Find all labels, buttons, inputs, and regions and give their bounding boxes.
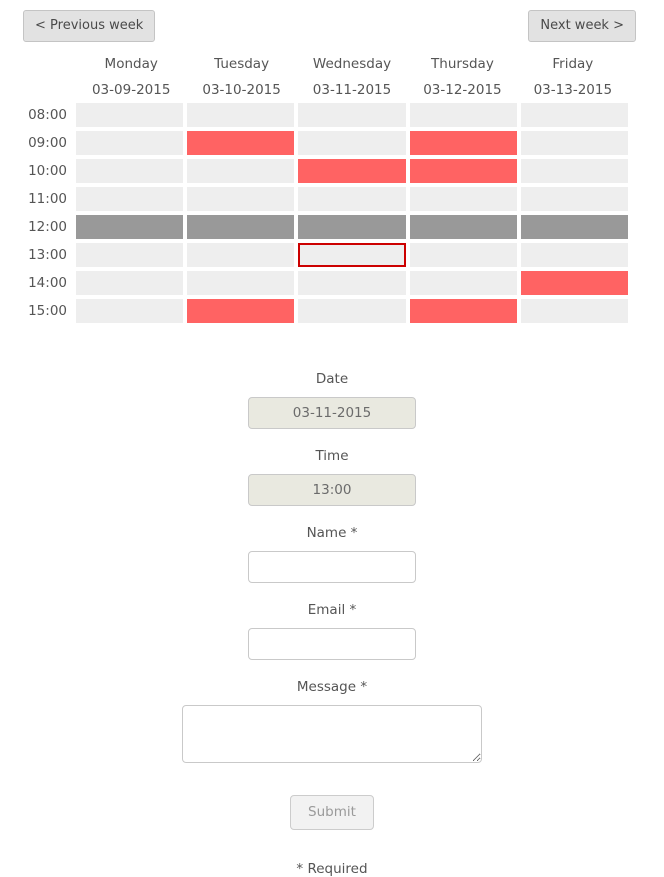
slot-tuesday-1300-free[interactable] xyxy=(186,243,294,267)
time-row-label: 14:00 xyxy=(28,275,67,291)
name-field-label: Name * xyxy=(306,525,358,541)
slot-tuesday-1100-free[interactable] xyxy=(187,187,295,211)
day-header-date: 03-13-2015 xyxy=(533,82,613,98)
time-row-label: 15:00 xyxy=(28,303,67,319)
slot-monday-1500-free[interactable] xyxy=(76,299,184,323)
day-header-date: 03-10-2015 xyxy=(202,82,281,98)
calendar-slot-grid: 08:00 09:00 10:00 11:00 12:00 13:00 14:00 15:00 xyxy=(0,103,664,323)
slot-monday-1200-blocked xyxy=(76,215,184,239)
day-header-date: 03-12-2015 xyxy=(423,82,502,98)
email-field-label: Email * xyxy=(307,602,357,618)
slot-friday-0800-free[interactable] xyxy=(520,103,629,127)
calendar-row: 14:00 xyxy=(0,271,664,295)
day-header-friday: Friday 03-13-2015 xyxy=(518,46,628,103)
message-field[interactable] xyxy=(182,705,482,763)
day-header-name: Wednesday xyxy=(312,56,392,72)
time-row-label: 13:00 xyxy=(28,247,67,263)
slot-thursday-1500-booked xyxy=(409,299,517,323)
slot-friday-1400-booked xyxy=(520,271,629,295)
slot-monday-1300-free[interactable] xyxy=(76,243,183,267)
time-row-label: 09:00 xyxy=(28,135,67,151)
slot-friday-1300-free[interactable] xyxy=(521,243,628,267)
day-header-monday: Monday 03-09-2015 xyxy=(76,46,186,103)
slot-tuesday-1500-booked xyxy=(187,299,295,323)
slot-wednesday-1400-free[interactable] xyxy=(298,271,406,295)
calendar-day-headers: Monday 03-09-2015 Tuesday 03-10-2015 Wednesd… xyxy=(0,46,664,103)
submit-row: Submit xyxy=(0,795,664,830)
day-header-name: Thursday xyxy=(431,56,494,72)
slot-wednesday-1200-blocked xyxy=(298,215,406,239)
slot-tuesday-1200-blocked xyxy=(187,215,295,239)
slot-friday-1500-free[interactable] xyxy=(520,299,629,323)
calendar-row: 12:00 xyxy=(0,215,664,239)
day-header-tuesday: Tuesday 03-10-2015 xyxy=(186,46,296,103)
slot-monday-1400-free[interactable] xyxy=(76,271,184,295)
slot-monday-0900-free[interactable] xyxy=(76,131,184,155)
day-header-name: Monday xyxy=(104,56,158,72)
date-field-label: Date xyxy=(315,371,349,387)
slot-wednesday-1000-booked xyxy=(298,159,406,183)
slot-wednesday-1300-selected[interactable] xyxy=(297,243,407,267)
slot-tuesday-0800-free[interactable] xyxy=(187,103,295,127)
week-navigation-bar: < Previous week Next week > xyxy=(0,0,664,46)
slot-monday-1000-free[interactable] xyxy=(76,159,184,183)
slot-thursday-0900-booked xyxy=(409,131,517,155)
slot-tuesday-1000-free[interactable] xyxy=(187,159,295,183)
time-row-label: 12:00 xyxy=(28,219,67,235)
slot-thursday-1200-blocked xyxy=(409,215,517,239)
calendar-row: 11:00 xyxy=(0,187,664,211)
name-field[interactable] xyxy=(248,551,416,583)
time-row-label: 10:00 xyxy=(28,163,67,179)
next-week-button[interactable]: Next week > xyxy=(528,10,636,42)
required-note: * Required xyxy=(296,861,368,877)
slot-friday-0900-free[interactable] xyxy=(520,131,629,155)
availability-calendar: Monday 03-09-2015 Tuesday 03-10-2015 Wednesd… xyxy=(0,46,664,323)
calendar-row: 13:00 xyxy=(0,243,664,267)
email-field[interactable] xyxy=(248,628,416,660)
slot-friday-1200-blocked xyxy=(520,215,629,239)
previous-week-button[interactable]: < Previous week xyxy=(23,10,156,42)
slot-friday-1000-free[interactable] xyxy=(520,159,629,183)
day-header-name: Tuesday xyxy=(214,56,270,72)
day-header-date: 03-11-2015 xyxy=(312,82,392,98)
slot-wednesday-1500-free[interactable] xyxy=(298,299,406,323)
submit-button[interactable]: Submit xyxy=(290,795,374,830)
calendar-row: 15:00 xyxy=(0,299,664,323)
message-field-label: Message * xyxy=(296,679,368,695)
slot-monday-1100-free[interactable] xyxy=(76,187,184,211)
time-row-label: 08:00 xyxy=(28,107,67,123)
slot-wednesday-0900-free[interactable] xyxy=(298,131,406,155)
slot-tuesday-1400-free[interactable] xyxy=(187,271,295,295)
slot-thursday-1300-free[interactable] xyxy=(410,243,518,267)
day-header-date: 03-09-2015 xyxy=(91,82,171,98)
slot-friday-1100-free[interactable] xyxy=(520,187,629,211)
slot-tuesday-0900-booked xyxy=(187,131,295,155)
time-field-label: Time xyxy=(315,448,349,464)
booking-form: Date Time Name * Email * Message * Submi… xyxy=(0,327,664,877)
slot-wednesday-0800-free[interactable] xyxy=(298,103,406,127)
calendar-row: 10:00 xyxy=(0,159,664,183)
slot-thursday-1000-booked xyxy=(409,159,517,183)
slot-wednesday-1100-free[interactable] xyxy=(298,187,406,211)
time-field[interactable] xyxy=(248,474,416,506)
day-header-name: Friday xyxy=(552,56,594,72)
slot-monday-0800-free[interactable] xyxy=(76,103,184,127)
slot-thursday-0800-free[interactable] xyxy=(409,103,517,127)
calendar-row: 08:00 xyxy=(0,103,664,127)
day-header-wednesday: Wednesday 03-11-2015 xyxy=(297,46,407,103)
calendar-row: 09:00 xyxy=(0,131,664,155)
slot-thursday-1100-free[interactable] xyxy=(409,187,517,211)
slot-thursday-1400-free[interactable] xyxy=(409,271,517,295)
day-header-thursday: Thursday 03-12-2015 xyxy=(407,46,517,103)
time-row-label: 11:00 xyxy=(28,191,67,207)
date-field[interactable] xyxy=(248,397,416,429)
